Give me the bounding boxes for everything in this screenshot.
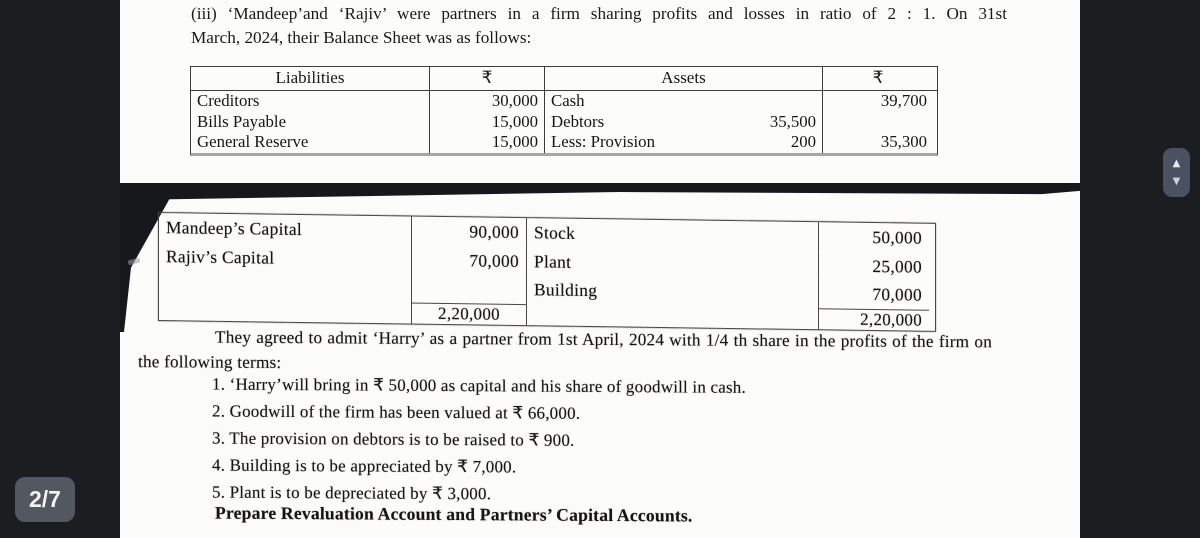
- liability-amount-cell: 30,000: [429, 91, 544, 112]
- intro-line-2: March, 2024, their Balance Sheet was as …: [191, 27, 532, 47]
- liability-cell: General Reserve: [197, 132, 309, 152]
- admission-paragraph: They agreed to admit ‘Harry’ as a partne…: [138, 327, 992, 372]
- asset-amount-cell: 39,700: [822, 91, 933, 112]
- asset-cell: Cash: [544, 91, 822, 112]
- question-intro: (iii) ‘Mandeep’and ‘Rajiv’ were partners…: [191, 2, 1007, 49]
- asset-label: Less: Provision: [551, 132, 655, 152]
- term-item-4: 4. Building is to be appreciated by ₹ 7,…: [212, 455, 517, 477]
- terms-section: They agreed to admit ‘Harry’ as a partne…: [120, 0, 1080, 538]
- page-indicator: 2/7: [15, 477, 75, 522]
- document-page: (iii) ‘Mandeep’and ‘Rajiv’ were partners…: [120, 0, 1080, 538]
- table-row: General Reserve 15,000 Less: Provision 2…: [191, 132, 937, 154]
- liability-amount-cell: 15,000: [429, 132, 544, 154]
- asset-cell: Less: Provision 200: [544, 132, 822, 154]
- liability-cell: Creditors: [197, 91, 260, 110]
- scroll-up-icon[interactable]: ▲: [1172, 157, 1181, 169]
- liability-cell: Bills Payable: [197, 111, 287, 131]
- scroll-down-icon[interactable]: ▼: [1172, 175, 1181, 187]
- terms-list: 1. ‘Harry’will bring in ₹ 50,000 as capi…: [212, 374, 746, 512]
- term-item-2: 2. Goodwill of the firm has been valued …: [212, 401, 581, 423]
- scroll-widget[interactable]: ▲ ▼: [1163, 148, 1190, 197]
- asset-sub-amount: 200: [790, 132, 816, 152]
- header-assets: Assets: [544, 67, 822, 90]
- asset-label: Cash: [551, 91, 585, 110]
- table-row: Creditors 30,000 Cash 39,700: [191, 91, 937, 112]
- header-amount-right: ₹: [822, 67, 933, 90]
- asset-sub-amount: 35,500: [769, 111, 816, 131]
- asset-amount-cell: [822, 111, 933, 133]
- term-item-1: 1. ‘Harry’will bring in ₹ 50,000 as capi…: [212, 374, 746, 397]
- intro-line-1: (iii) ‘Mandeep’and ‘Rajiv’ were partners…: [191, 4, 1007, 23]
- asset-cell: Debtors 35,500: [544, 111, 822, 133]
- asset-label: Debtors: [551, 111, 605, 131]
- header-amount-left: ₹: [429, 67, 544, 90]
- instruction-line: Prepare Revaluation Account and Partners…: [215, 502, 693, 526]
- balance-sheet-table-top: Liabilities ₹ Assets ₹ Creditors 30,000 …: [190, 66, 938, 157]
- liability-amount-cell: 15,000: [429, 111, 544, 133]
- term-item-3: 3. The provision on debtors is to be rai…: [212, 428, 575, 450]
- header-liabilities: Liabilities: [275, 68, 345, 87]
- asset-amount-cell: 35,300: [822, 132, 933, 154]
- table-header-row: Liabilities ₹ Assets ₹: [191, 67, 937, 91]
- table-row: Bills Payable 15,000 Debtors 35,500: [191, 111, 937, 133]
